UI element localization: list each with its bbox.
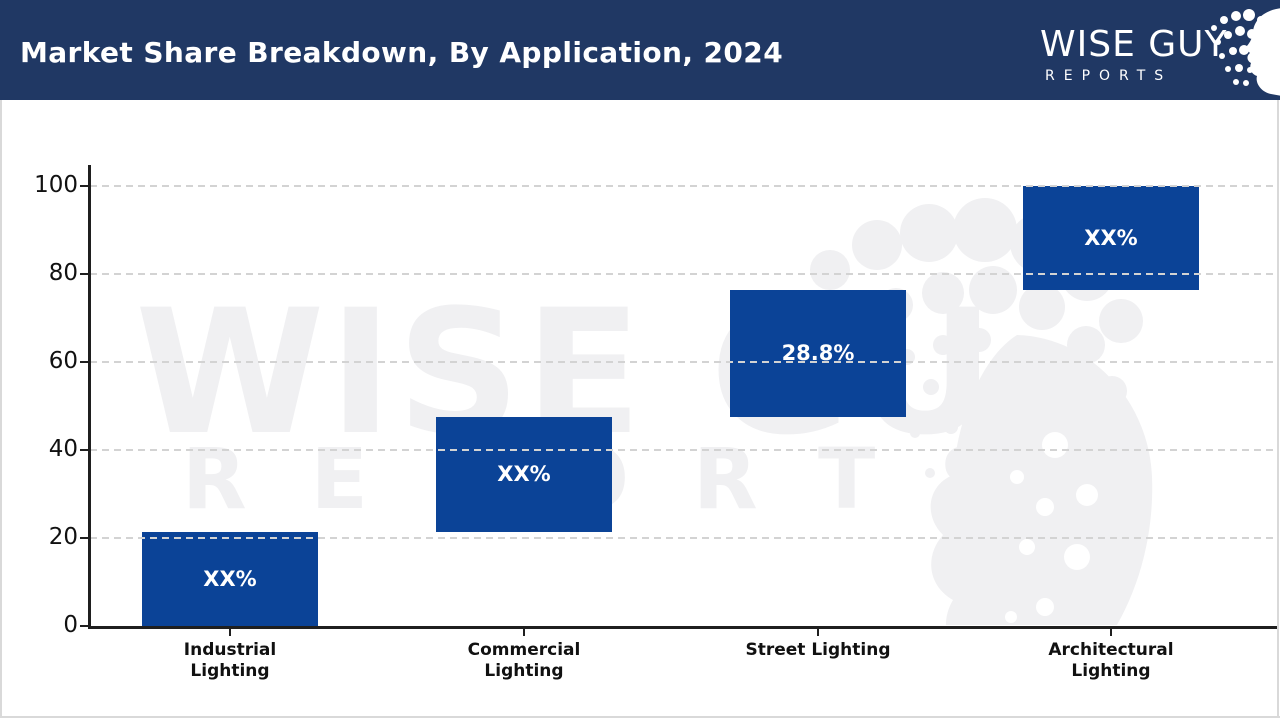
- x-axis-category-label-line: Street Lighting: [745, 640, 891, 660]
- x-axis-category-label-line: Lighting: [190, 661, 270, 681]
- x-axis-category-label: Industrial Lighting: [120, 640, 340, 682]
- bar-industrial-lighting: XX%: [142, 531, 318, 626]
- dotted-head-icon: [1211, 8, 1280, 96]
- bar-commercial-lighting: XX%: [436, 416, 612, 532]
- bar-value-label: XX%: [497, 462, 551, 487]
- y-axis-tick-mark: [80, 625, 88, 627]
- x-axis-tick-mark: [229, 628, 231, 636]
- brand-logo-subtitle: REPORTS: [1045, 68, 1173, 84]
- x-axis-category-label: Commercial Lighting: [414, 640, 634, 682]
- y-gridline-40: [90, 449, 1278, 451]
- canvas-border-bottom: [0, 716, 1280, 718]
- bar-architectural-lighting: XX%: [1023, 186, 1199, 290]
- brand-logo: WISE GUY REPORTS: [1040, 6, 1280, 96]
- y-axis-tick-mark: [80, 273, 88, 275]
- x-axis-tick-mark: [523, 628, 525, 636]
- bar-value-label: XX%: [1084, 225, 1138, 250]
- canvas-border-right: [1277, 100, 1279, 718]
- y-axis-tick-label: 20: [48, 524, 78, 550]
- y-axis-tick-mark: [80, 449, 88, 451]
- y-axis-tick-label: 0: [63, 612, 78, 638]
- x-axis-category-label: Architectural Lighting: [1001, 640, 1221, 682]
- x-axis-category-label-line: Industrial: [183, 640, 277, 660]
- y-axis-tick-mark: [80, 537, 88, 539]
- x-axis-category-label-line: Architectural: [1048, 640, 1174, 660]
- page-title: Market Share Breakdown, By Application, …: [20, 36, 784, 69]
- canvas-border-left: [0, 100, 2, 718]
- y-axis-tick-mark: [80, 361, 88, 363]
- y-axis-tick-label: 100: [34, 172, 78, 198]
- x-axis-tick-mark: [817, 628, 819, 636]
- y-gridline-80: [90, 273, 1278, 275]
- bar-value-label: XX%: [203, 566, 257, 591]
- x-axis-category-label-line: Commercial: [467, 640, 581, 660]
- x-axis-category-label-line: Lighting: [1071, 661, 1151, 681]
- header-bar: Market Share Breakdown, By Application, …: [0, 0, 1280, 100]
- x-axis-category-label-line: Lighting: [484, 661, 564, 681]
- y-axis-tick-label: 60: [48, 348, 78, 374]
- y-axis-line: [88, 165, 91, 628]
- x-axis-tick-mark: [1110, 628, 1112, 636]
- bar-street-lighting: 28.8%: [730, 289, 906, 417]
- y-gridline-20: [90, 537, 1278, 539]
- x-axis-category-label: Street Lighting: [708, 640, 928, 661]
- y-gridline-60: [90, 361, 1278, 363]
- x-axis-line: [88, 626, 1278, 629]
- y-axis-tick-label: 40: [48, 436, 78, 462]
- brand-logo-wordmark: WISE GUY: [1040, 24, 1228, 65]
- y-axis-tick-label: 80: [48, 260, 78, 286]
- y-axis-tick-mark: [80, 185, 88, 187]
- y-gridline-100: [90, 185, 1278, 187]
